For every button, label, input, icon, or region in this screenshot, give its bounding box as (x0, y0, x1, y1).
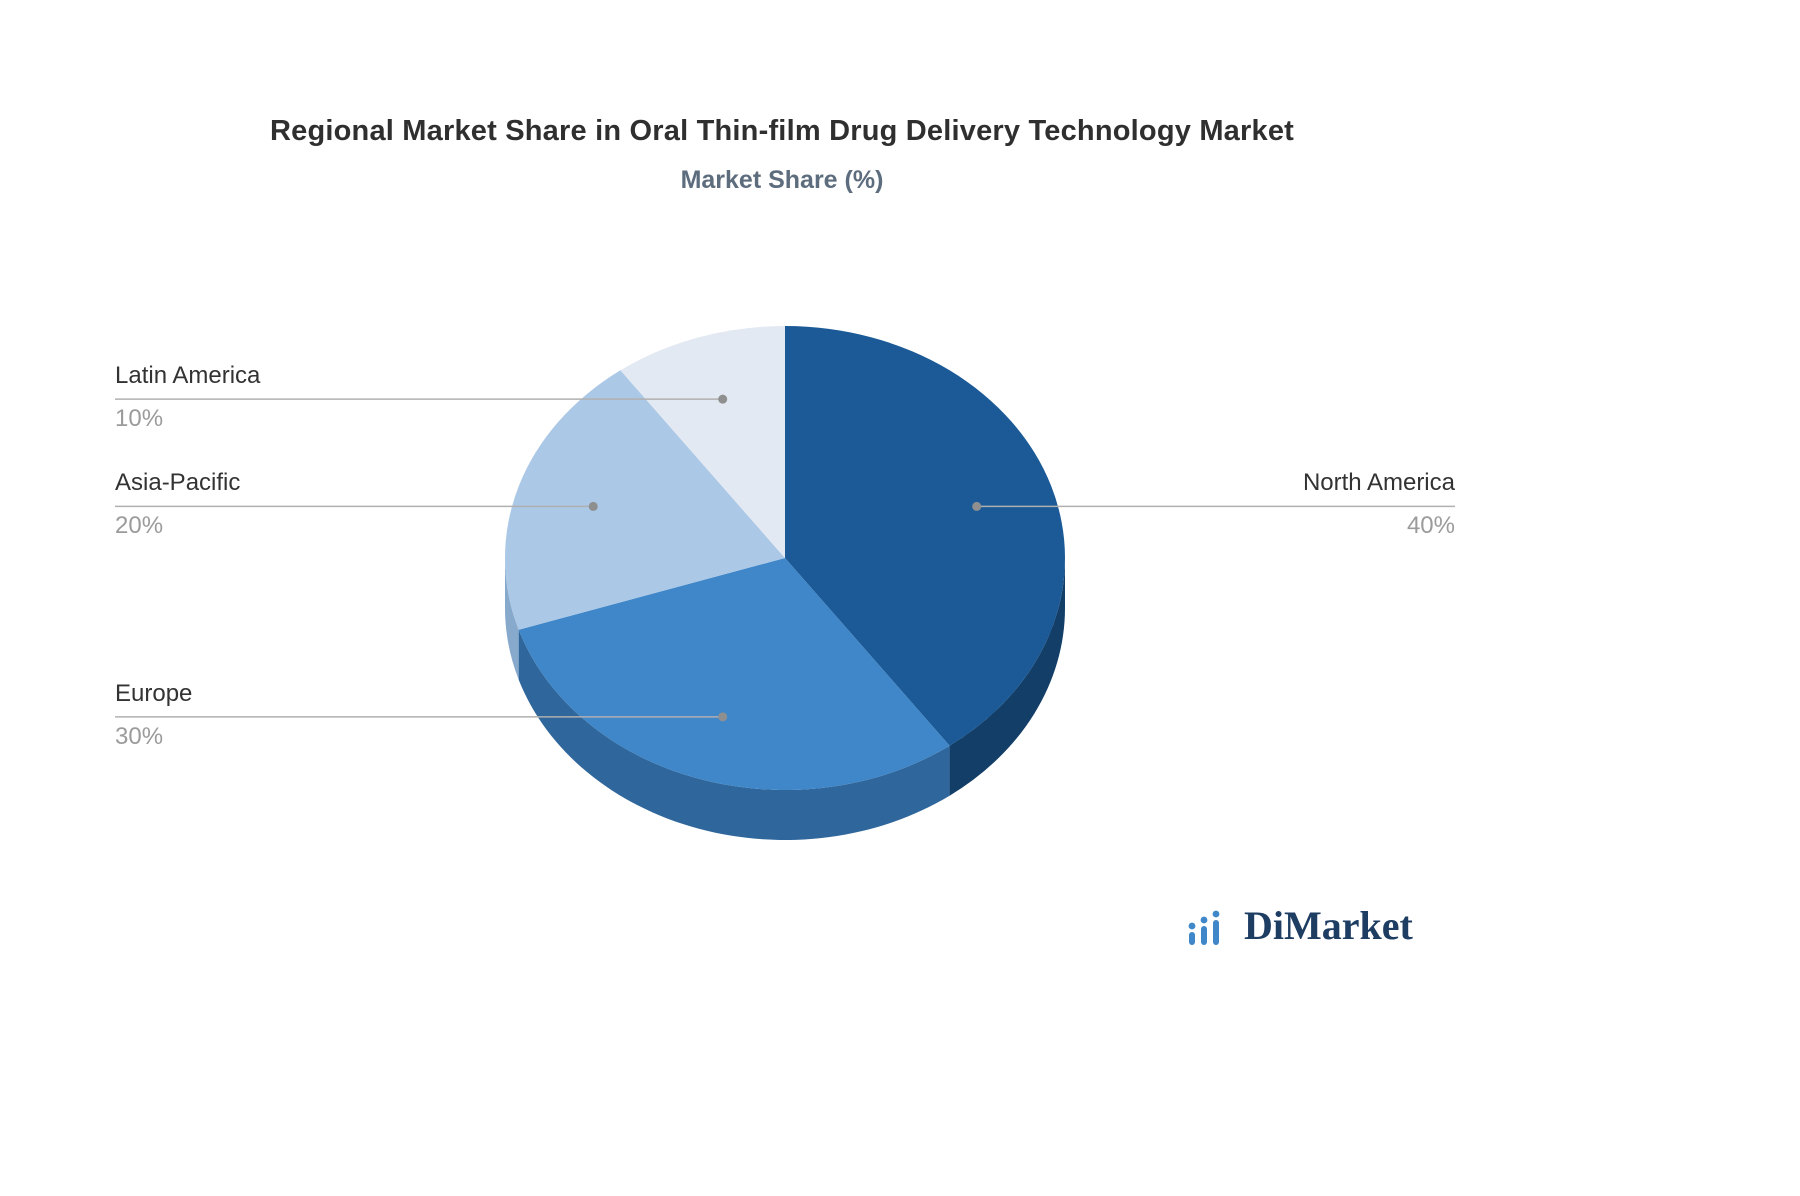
pie-slice-side-europe (518, 629, 950, 840)
chart-subtitle: Market Share (%) (680, 166, 884, 194)
pie-slice-side-north-america (949, 558, 1065, 796)
brand-logo-text: DiMarket (1244, 903, 1413, 948)
slice-label-north-america: North America (1302, 469, 1455, 497)
pie-slice-north-america[interactable] (785, 326, 1065, 746)
slice-label-latin-america: Latin America (115, 362, 261, 390)
bar-chart-icon (1188, 910, 1220, 945)
slice-label-asia-pacific: Asia-Pacific (115, 469, 241, 497)
pie-slice-side-asia-pacific (505, 558, 519, 680)
leader-dot-europe (718, 712, 728, 722)
slice-value-latin-america: 10% (115, 405, 164, 433)
slice-label-europe: Europe (115, 679, 193, 707)
chart-title: Regional Market Share in Oral Thin-film … (269, 115, 1295, 147)
pie-slice-asia-pacific[interactable] (504, 370, 785, 630)
leader-dot-latin-america (718, 394, 728, 404)
pie-slice-europe[interactable] (518, 558, 950, 790)
leader-dot-north-america (972, 501, 982, 511)
leader-dot-asia-pacific (588, 501, 598, 511)
slice-value-asia-pacific: 20% (115, 512, 164, 540)
brand-logo: DiMarket (1185, 900, 1413, 952)
pie-slice-latin-america[interactable] (620, 326, 785, 558)
slice-value-north-america: 40% (1406, 512, 1455, 540)
slice-value-europe: 30% (115, 722, 164, 750)
